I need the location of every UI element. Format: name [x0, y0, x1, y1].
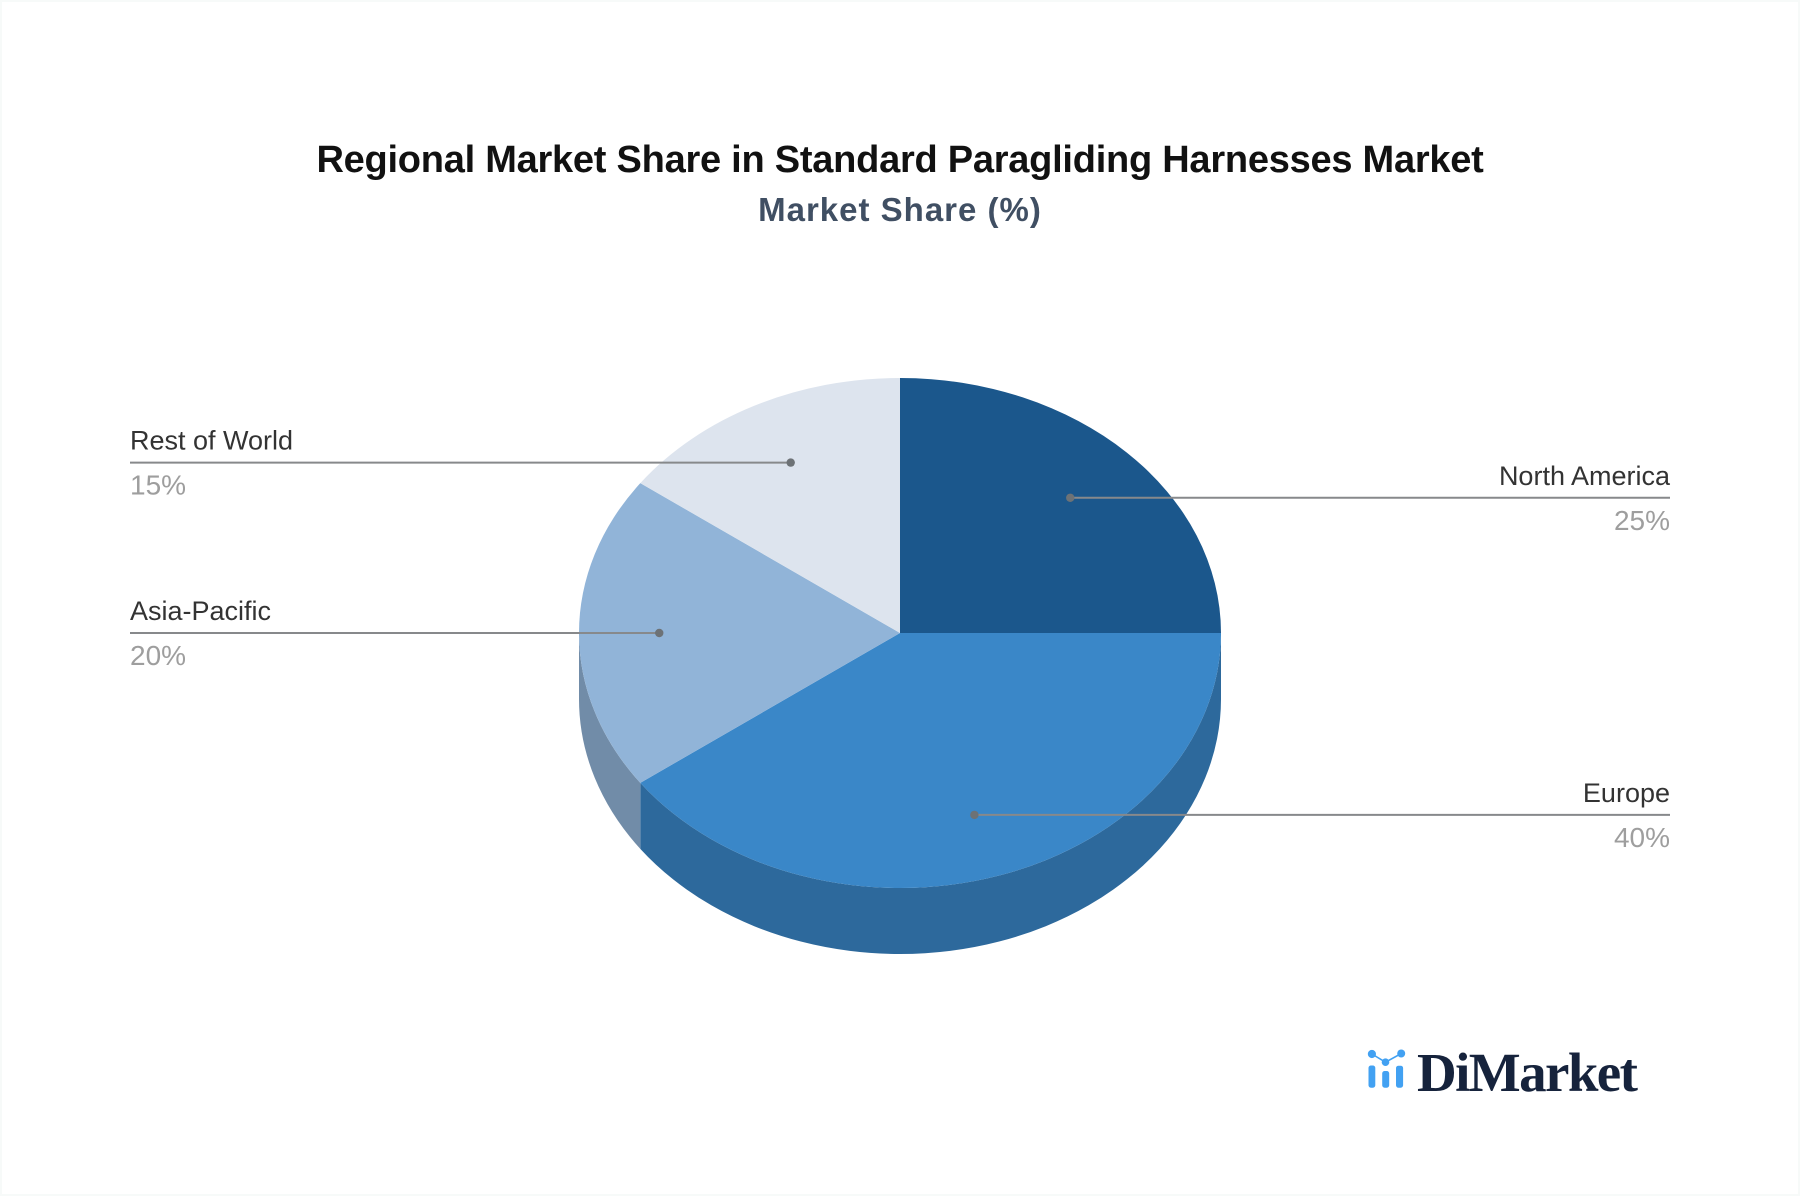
- leader-dot-europe: [970, 810, 979, 820]
- slice-label-value-europe: 40%: [1614, 822, 1670, 853]
- pie-slices: [579, 378, 1221, 888]
- slice-label-name-asia-pacific: Asia-Pacific: [130, 596, 271, 626]
- slice-label-name-europe: Europe: [1583, 778, 1670, 808]
- leader-dot-rest-of-world: [786, 458, 795, 467]
- pie-side-europe: [640, 633, 1221, 955]
- slice-label-name-north-america: North America: [1499, 461, 1671, 491]
- logo-chart-icon: [1367, 1049, 1406, 1088]
- logo-text: DiMarket: [1417, 1042, 1639, 1103]
- pie-slice-north-america[interactable]: [900, 378, 1221, 633]
- pie-side-asia-pacific: [579, 633, 641, 849]
- slice-label-value-north-america: 25%: [1614, 505, 1670, 536]
- leader-dot-north-america: [1066, 493, 1075, 502]
- leader-dot-asia-pacific: [655, 628, 664, 638]
- pie-slice-rest-of-world[interactable]: [640, 378, 900, 633]
- pie-slice-asia-pacific[interactable]: [579, 483, 900, 783]
- chart-title: Regional Market Share in Standard Paragl…: [316, 139, 1484, 181]
- leader-lines: [130, 458, 1670, 820]
- chart-subtitle: Market Share (%): [758, 191, 1042, 228]
- brand-logo[interactable]: DiMarket: [1367, 1042, 1640, 1103]
- slice-label-value-asia-pacific: 20%: [130, 640, 186, 671]
- pie-slice-europe[interactable]: [640, 633, 1221, 888]
- slice-label-value-rest-of-world: 15%: [130, 470, 186, 501]
- pie-rim-3d: [579, 633, 1221, 955]
- slice-labels: North America 25% Europe 40% Asia-Pacific 20%…: [130, 426, 1671, 853]
- slice-label-name-rest-of-world: Rest of World: [130, 426, 293, 456]
